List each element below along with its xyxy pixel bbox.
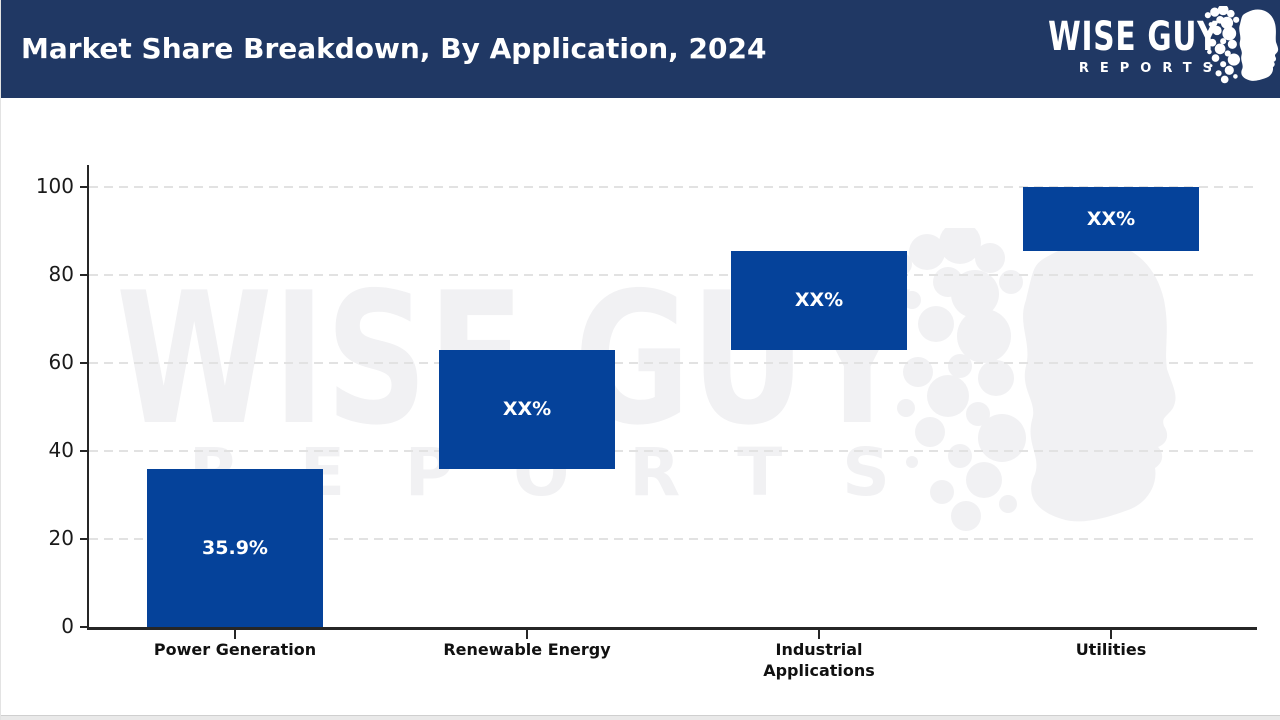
y-tick-label: 80 bbox=[48, 262, 74, 286]
x-tick-mark bbox=[526, 630, 528, 639]
bar-value-label: XX% bbox=[794, 289, 844, 312]
wise-guy-logo: WISE GUY REPORTS bbox=[1031, 0, 1280, 98]
watermark-face-icon bbox=[888, 228, 1176, 531]
y-axis bbox=[87, 165, 89, 630]
y-tick-mark bbox=[80, 626, 89, 628]
x-category-label: Renewable Energy bbox=[443, 640, 611, 659]
gridline-80 bbox=[89, 274, 1257, 276]
logo-face-icon bbox=[1204, 6, 1279, 84]
bar-value-label: 35.9% bbox=[202, 537, 268, 559]
x-tick-mark bbox=[234, 630, 236, 639]
logo-brand-text: WISE GUY bbox=[1047, 14, 1219, 60]
bar-value-label: XX% bbox=[1086, 207, 1136, 230]
footer-strip bbox=[1, 715, 1280, 720]
x-category-label: Industrial Applications bbox=[763, 640, 875, 680]
x-tick-mark bbox=[818, 630, 820, 639]
y-tick-label: 60 bbox=[48, 350, 74, 374]
x-category-label: Utilities bbox=[1075, 640, 1147, 659]
y-tick-mark bbox=[80, 186, 89, 188]
y-tick-label: 100 bbox=[35, 174, 74, 198]
page-title: Market Share Breakdown, By Application, … bbox=[21, 32, 767, 65]
bar-segment: 35.9% bbox=[147, 469, 323, 627]
x-category-label: Power Generation bbox=[153, 640, 317, 659]
bar-segment: XX% bbox=[1023, 187, 1199, 251]
y-tick-mark bbox=[80, 450, 89, 452]
bar-segment: XX% bbox=[731, 250, 907, 350]
y-tick-mark bbox=[80, 538, 89, 540]
logo-sub-text: REPORTS bbox=[1078, 61, 1223, 76]
gridline-60 bbox=[89, 362, 1257, 364]
x-tick-mark bbox=[1110, 630, 1112, 639]
gridline-100 bbox=[89, 186, 1257, 188]
y-tick-label: 0 bbox=[61, 614, 74, 638]
x-axis bbox=[87, 627, 1257, 630]
y-tick-mark bbox=[80, 362, 89, 364]
gridline-20 bbox=[89, 538, 1257, 540]
y-tick-label: 20 bbox=[48, 526, 74, 550]
y-tick-mark bbox=[80, 274, 89, 276]
bar-segment: XX% bbox=[439, 349, 615, 470]
gridline-40 bbox=[89, 450, 1257, 452]
y-tick-label: 40 bbox=[48, 438, 74, 462]
header-bar: Market Share Breakdown, By Application, … bbox=[1, 0, 1280, 98]
bar-value-label: XX% bbox=[502, 398, 552, 421]
